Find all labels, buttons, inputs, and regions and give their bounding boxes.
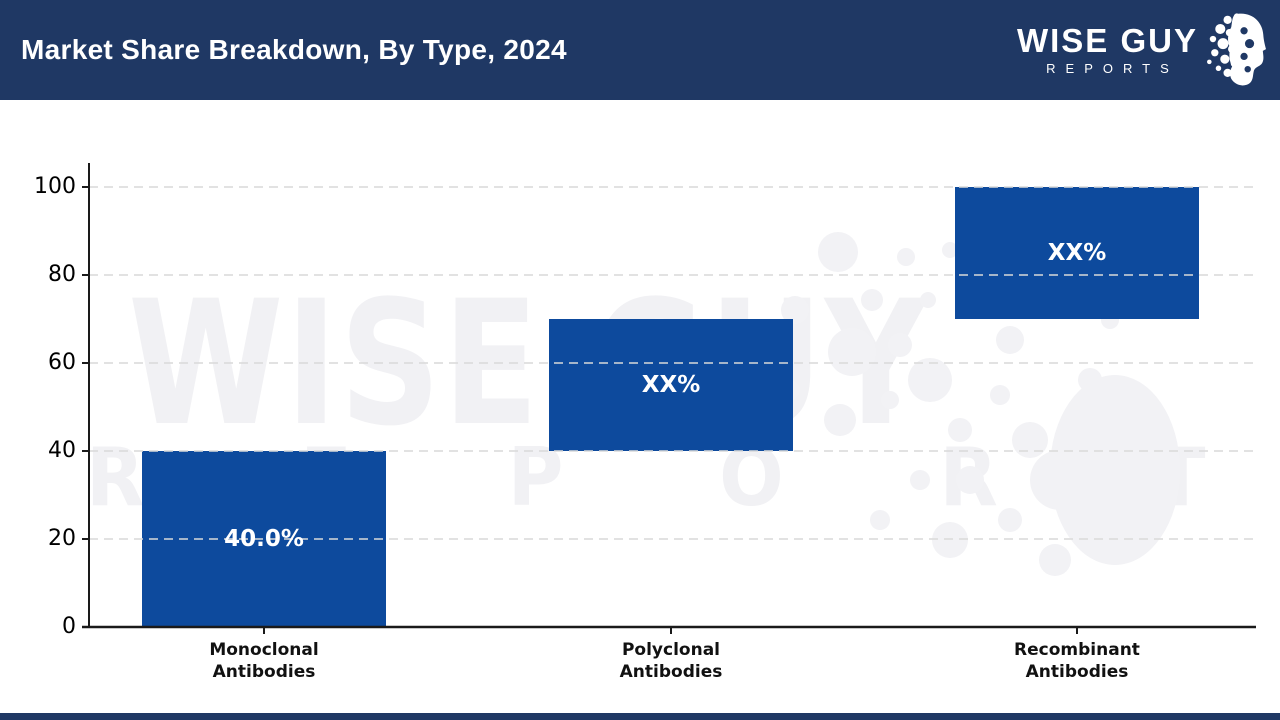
logo-brand-name: WISE GUY [1016,22,1198,59]
wise-guy-reports-logo: WISE GUY REPORTS [1017,8,1280,92]
logo-brand-subtitle: REPORTS [1046,61,1179,76]
bar-segment [142,451,386,627]
bar-segment [955,187,1199,319]
bar-segment [549,319,793,451]
chart-title: Market Share Breakdown, By Type, 2024 [21,34,567,65]
logo-face-icon [1207,13,1266,86]
header-bar: Market Share Breakdown, By Type, 2024 WI… [0,0,1280,100]
footer-accent-bar [0,713,1280,720]
